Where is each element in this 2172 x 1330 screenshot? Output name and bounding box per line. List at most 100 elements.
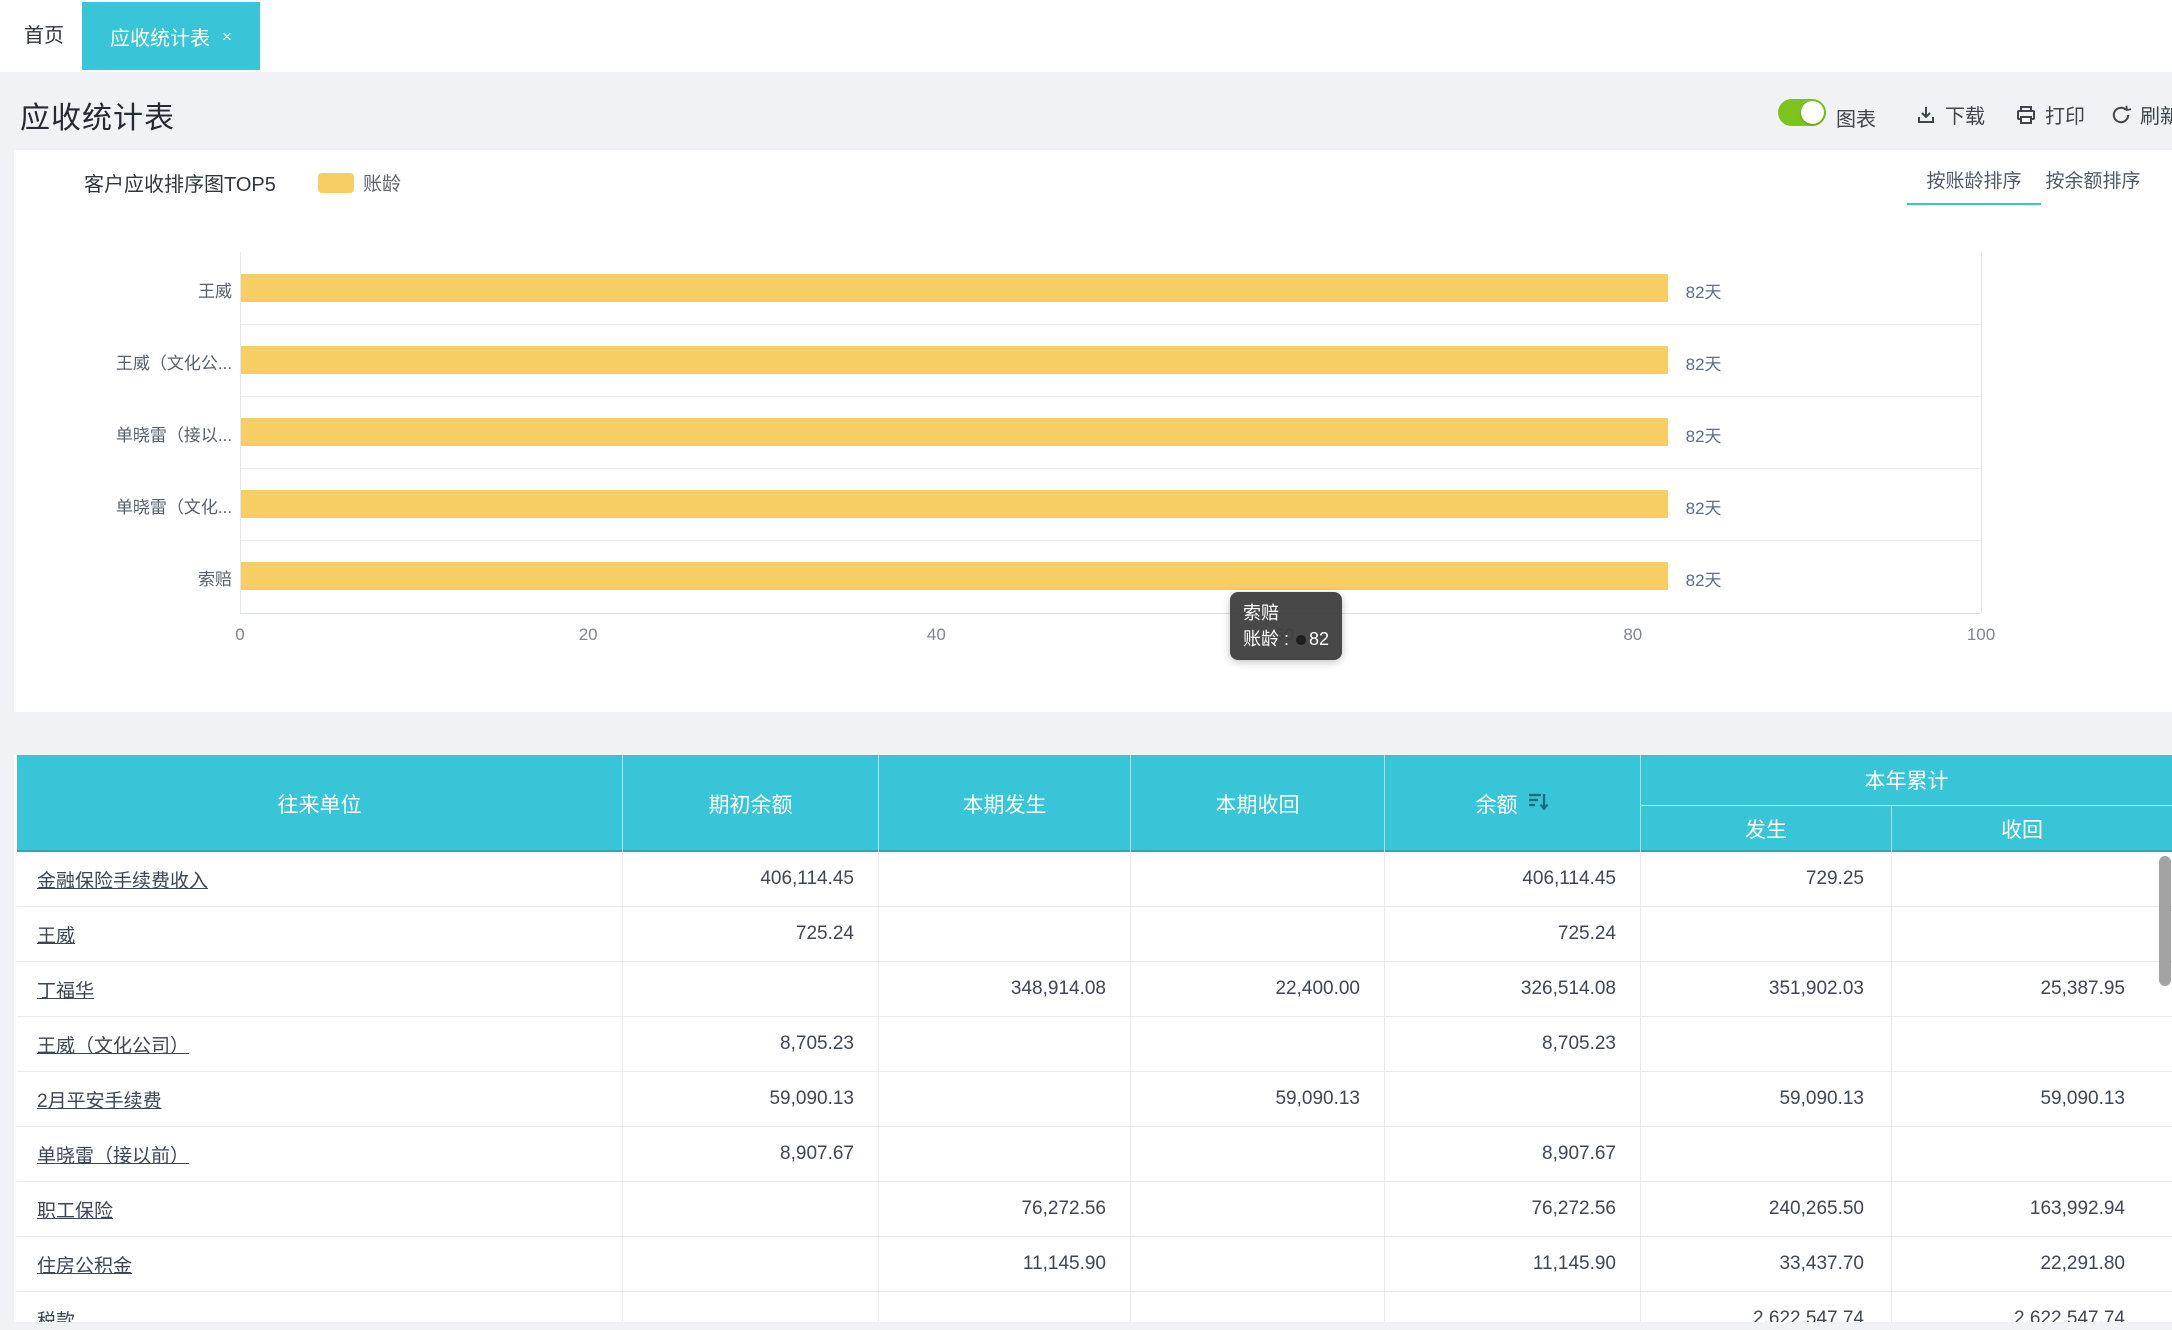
- col-header-ytd-received[interactable]: 收回: [2001, 819, 2043, 842]
- x-axis-tick-label: 40: [926, 624, 946, 644]
- vertical-scrollbar-thumb[interactable]: [2159, 856, 2171, 986]
- row-unit-cell: 2月平安手续费: [17, 1072, 623, 1127]
- tooltip-title: 索赔: [1243, 603, 1279, 623]
- unit-link[interactable]: 金融保险手续费收入: [37, 870, 209, 892]
- col-header-balance[interactable]: 余额: [1385, 755, 1641, 852]
- refresh-button[interactable]: 刷新: [2110, 100, 2172, 129]
- tab-receivable-stats[interactable]: 应收统计表 ×: [82, 2, 260, 70]
- row-amount-cell: 8,705.23: [623, 1017, 879, 1072]
- tab-home[interactable]: 首页: [24, 25, 64, 47]
- col-header-ytd-incurred[interactable]: 发生: [1641, 806, 1892, 852]
- col-header-current-incurred[interactable]: 本期发生: [879, 755, 1131, 852]
- col-header-ytd: 本年累计: [1641, 755, 2172, 806]
- x-axis-tick-label: 0: [235, 624, 245, 644]
- chart-split-line: [240, 396, 1981, 398]
- tooltip-value-line: 账龄 : 82: [1243, 629, 1330, 650]
- table-row: 职工保险 76,272.56 76,272.56 240,265.50 163,992.…: [17, 1182, 2172, 1237]
- unit-link[interactable]: 王威（文化公司）: [37, 1035, 190, 1057]
- legend-swatch: [318, 172, 354, 193]
- chart-bar-value-label: 82天: [1685, 499, 1722, 519]
- download-button[interactable]: 下载: [1915, 100, 1985, 129]
- table-row: 王威 725.24 725.24: [17, 907, 2172, 962]
- row-amount-cell: [1131, 907, 1385, 962]
- unit-link[interactable]: 职工保险: [37, 1200, 114, 1222]
- row-amount-cell: 59,090.13: [1892, 1072, 2172, 1127]
- row-amount-cell: [1385, 1072, 1641, 1127]
- unit-link[interactable]: 单晓雷（接以前）: [37, 1145, 190, 1167]
- chart-category-label: 王威: [198, 282, 232, 302]
- chart-split-line: [240, 324, 1981, 326]
- row-amount-cell: 326,514.08: [1385, 962, 1641, 1017]
- chart-bar[interactable]: [240, 490, 1668, 519]
- row-amount-cell: 59,090.13: [1641, 1072, 1892, 1127]
- unit-link[interactable]: 丁福华: [37, 980, 95, 1002]
- close-icon[interactable]: ×: [222, 26, 232, 46]
- row-amount-cell: [1641, 907, 1892, 962]
- chart-toggle-label: 图表: [1836, 109, 1876, 131]
- row-amount-cell: [879, 907, 1131, 962]
- row-amount-cell: [1131, 1017, 1385, 1072]
- unit-link[interactable]: 王威: [37, 925, 76, 947]
- sort-by-aging-tab[interactable]: 按账龄排序: [1907, 166, 2041, 205]
- bottom-edge-strip: [0, 1322, 2172, 1330]
- tab-bar: 首页 应收统计表 ×: [0, 0, 2172, 72]
- row-amount-cell: 59,090.13: [623, 1072, 879, 1127]
- col-header-opening-balance[interactable]: 期初余额: [623, 755, 879, 852]
- chart-category-label: 王威（文化公...: [115, 354, 232, 374]
- col-header-current-received[interactable]: 本期收回: [1131, 755, 1385, 852]
- chart-toggle[interactable]: [1778, 99, 1826, 126]
- chart-bar[interactable]: [240, 274, 1668, 303]
- row-amount-cell: 8,705.23: [1385, 1017, 1641, 1072]
- legend-item-aging[interactable]: 账龄: [318, 169, 401, 196]
- row-unit-cell: 丁福华: [17, 962, 623, 1017]
- print-button[interactable]: 打印: [2015, 100, 2085, 129]
- table-body: 金融保险手续费收入 406,114.45 406,114.45 729.25 王威 725…: [17, 852, 2172, 1330]
- chart-split-line: [240, 540, 1981, 542]
- chart-title: 客户应收排序图TOP5: [84, 174, 276, 196]
- balance-header-label: 余额: [1475, 793, 1518, 817]
- row-amount-cell: 22,291.80: [1892, 1237, 2172, 1292]
- unit-link[interactable]: 住房公积金: [37, 1255, 133, 1277]
- row-unit-cell: 金融保险手续费收入: [17, 852, 623, 907]
- row-amount-cell: 22,400.00: [1131, 962, 1385, 1017]
- row-unit-cell: 住房公积金: [17, 1237, 623, 1292]
- chart-category-label: 单晓雷（文化...: [115, 498, 232, 518]
- row-amount-cell: [879, 852, 1131, 907]
- unit-link[interactable]: 2月平安手续费: [37, 1090, 162, 1112]
- chart-panel: 客户应收排序图TOP5 账龄 按账龄排序 按余额排序 王威 82天 王威（文化公..…: [14, 150, 2172, 712]
- row-amount-cell: [623, 1237, 879, 1292]
- chart-bar[interactable]: [240, 562, 1668, 591]
- row-amount-cell: 729.25: [1641, 852, 1892, 907]
- chart-category-label: 单晓雷（接以...: [115, 426, 232, 446]
- chart-bar-value-label: 82天: [1685, 355, 1722, 375]
- col-header-unit[interactable]: 往来单位: [17, 755, 623, 852]
- row-amount-cell: 11,145.90: [1385, 1237, 1641, 1292]
- row-amount-cell: 8,907.67: [1385, 1127, 1641, 1182]
- row-amount-cell: [1131, 1292, 1385, 1330]
- chart-bar[interactable]: [240, 346, 1668, 375]
- row-amount-cell: [1131, 1182, 1385, 1237]
- row-amount-cell: 406,114.45: [623, 852, 879, 907]
- refresh-icon: [2110, 104, 2132, 126]
- row-amount-cell: [623, 1292, 879, 1330]
- chart-bar[interactable]: [240, 418, 1668, 447]
- row-amount-cell: 406,114.45: [1385, 852, 1641, 907]
- chart-bar-value-label: 82天: [1685, 283, 1722, 303]
- row-amount-cell: [623, 962, 879, 1017]
- row-amount-cell: 59,090.13: [1131, 1072, 1385, 1127]
- table-row: 单晓雷（接以前） 8,907.67 8,907.67: [17, 1127, 2172, 1182]
- row-amount-cell: 240,265.50: [1641, 1182, 1892, 1237]
- table-row: 丁福华 348,914.08 22,400.00 326,514.08 351,902.…: [17, 962, 2172, 1017]
- row-amount-cell: [1892, 907, 2172, 962]
- tab-label: 应收统计表: [110, 27, 211, 50]
- row-amount-cell: [1892, 1017, 2172, 1072]
- sort-by-balance-tab[interactable]: 按余额排序: [2045, 171, 2141, 192]
- chart-bar-value-label: 82天: [1685, 571, 1722, 591]
- row-amount-cell: 348,914.08: [879, 962, 1131, 1017]
- row-amount-cell: [1892, 1127, 2172, 1182]
- sort-descending-icon[interactable]: [1526, 789, 1550, 819]
- row-amount-cell: [1131, 1127, 1385, 1182]
- toggle-knob: [1801, 101, 1824, 124]
- row-amount-cell: [879, 1127, 1131, 1182]
- row-amount-cell: 11,145.90: [879, 1237, 1131, 1292]
